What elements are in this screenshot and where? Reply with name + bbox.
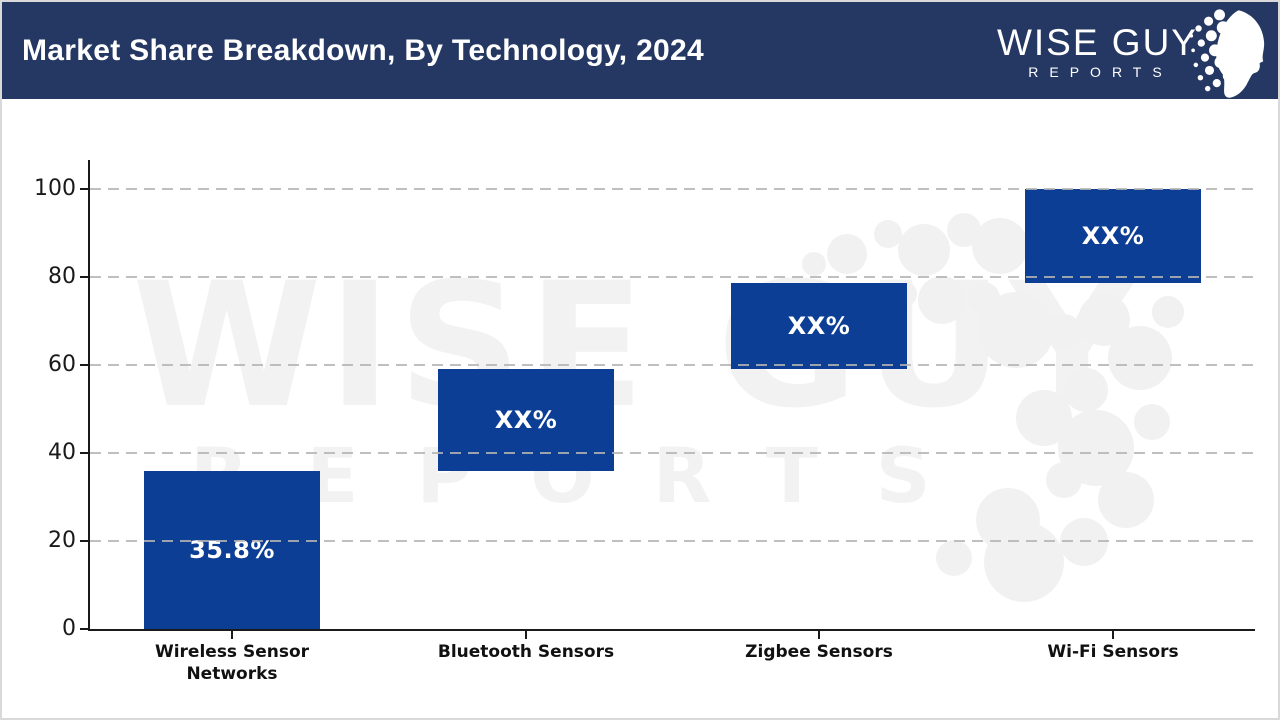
y-tick-label-60: 60 (48, 352, 76, 377)
y-tick-20 (80, 540, 88, 542)
gridline-100 (90, 188, 1255, 190)
gridline-60 (90, 364, 1255, 366)
y-tick-label-40: 40 (48, 440, 76, 465)
bar-4: XX% (1025, 189, 1201, 284)
y-tick-100 (80, 188, 88, 190)
category-label-3: Zigbee Sensors (745, 642, 893, 662)
y-tick-80 (80, 276, 88, 278)
bar-1: 35.8% (144, 471, 320, 629)
category-label-2: Bluetooth Sensors (437, 642, 615, 662)
category-label-4: Wi-Fi Sensors (1047, 642, 1179, 662)
gridline-40 (90, 452, 1255, 454)
logo-text: WISE GUY REPORTS (997, 24, 1198, 80)
logo-head-icon (1189, 9, 1265, 98)
logo-sub: REPORTS (1028, 64, 1173, 80)
x-tick-1 (231, 631, 233, 639)
bar-value-label: XX% (1081, 222, 1145, 251)
x-tick-4 (1112, 631, 1114, 639)
bar-value-label: XX% (787, 312, 851, 341)
x-axis-line (88, 629, 1255, 631)
y-tick-0 (80, 628, 88, 630)
header-bar: Market Share Breakdown, By Technology, 2… (2, 2, 1278, 99)
logo-name: WISE GUY (996, 22, 1198, 63)
wise-guy-logo: WISE GUY REPORTS (997, 2, 1268, 99)
y-axis-line (88, 160, 90, 631)
y-tick-40 (80, 452, 88, 454)
x-tick-2 (525, 631, 527, 639)
page-title: Market Share Breakdown, By Technology, 2… (22, 33, 705, 67)
y-tick-label-80: 80 (48, 264, 76, 289)
x-tick-3 (818, 631, 820, 639)
y-tick-label-100: 100 (34, 176, 76, 201)
gridline-80 (90, 276, 1255, 278)
watermark-line1: WISE GUY (132, 245, 1141, 446)
bar-2: XX% (438, 368, 614, 472)
y-tick-60 (80, 364, 88, 366)
bar-3: XX% (731, 283, 907, 369)
y-tick-label-20: 20 (48, 528, 76, 553)
category-label-1: Wireless Sensor Networks (154, 642, 310, 685)
y-tick-label-0: 0 (62, 616, 76, 641)
bar-value-label: XX% (494, 406, 558, 435)
gridline-20 (90, 540, 1255, 542)
